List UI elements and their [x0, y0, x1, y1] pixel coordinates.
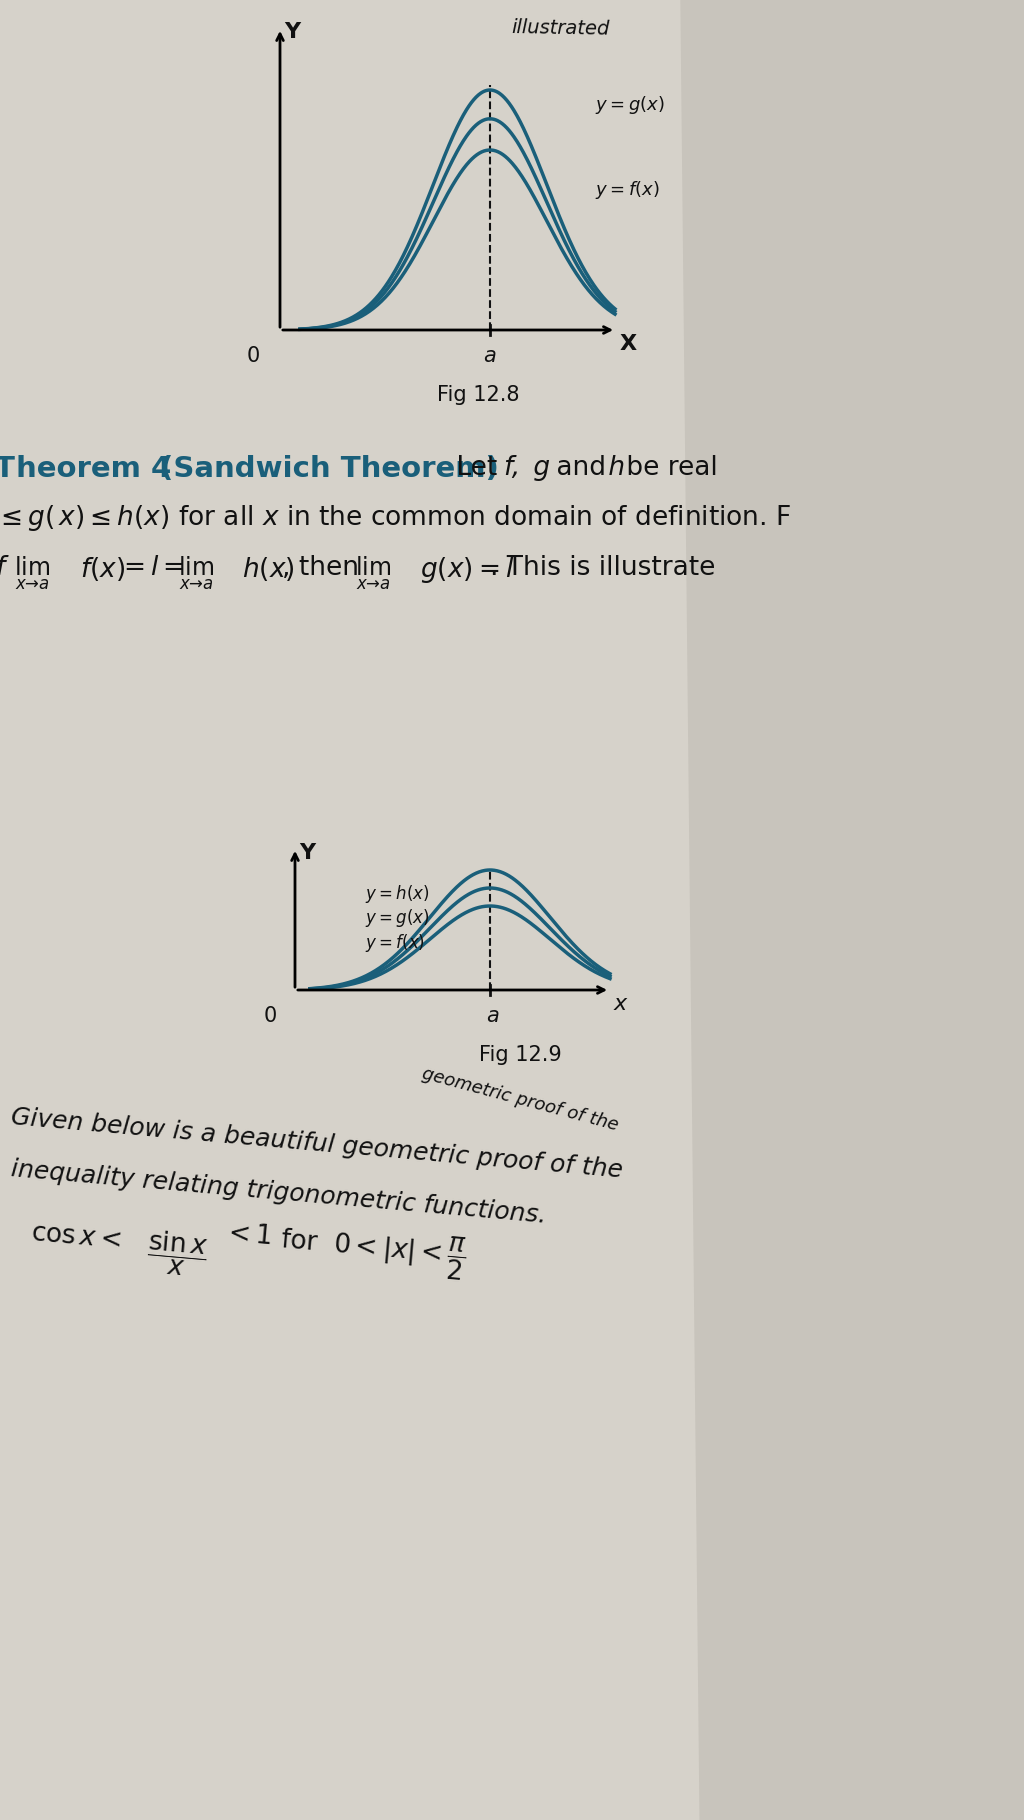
Text: Fig 12.9: Fig 12.9	[478, 1045, 561, 1065]
Text: x: x	[614, 994, 627, 1014]
Text: $\lim_{x \to a}$: $\lim_{x \to a}$	[178, 555, 214, 592]
Text: h: h	[600, 455, 625, 480]
Text: $\leq g(\,x) \leq h(x)$ for all $x$ in the common domain of definition. F: $\leq g(\,x) \leq h(x)$ for all $x$ in t…	[0, 502, 791, 533]
Text: Given below is a beautiful geometric proof of the: Given below is a beautiful geometric pro…	[10, 1105, 624, 1183]
Text: $= l =$: $= l =$	[118, 555, 184, 581]
Text: , then: , then	[282, 555, 359, 581]
Text: Let: Let	[449, 455, 506, 480]
Text: $y = g(x)$: $y = g(x)$	[365, 906, 430, 928]
Text: (Sandwich Theorem): (Sandwich Theorem)	[160, 455, 499, 482]
Text: $< 1$: $< 1$	[222, 1219, 272, 1250]
Text: $\dfrac{\sin x}{x}$: $\dfrac{\sin x}{x}$	[145, 1228, 209, 1279]
Text: a: a	[483, 346, 497, 366]
Text: heorem 4: heorem 4	[16, 455, 171, 482]
Text: and: and	[548, 455, 606, 480]
Text: $y = h(x)$: $y = h(x)$	[365, 883, 430, 905]
Text: $h(x)$: $h(x)$	[242, 555, 295, 582]
Text: geometric proof of the: geometric proof of the	[420, 1065, 621, 1136]
Text: $y =g(x)$: $y =g(x)$	[595, 95, 665, 116]
Text: $g(x) = l$: $g(x) = l$	[420, 555, 514, 584]
Text: 0: 0	[247, 346, 260, 366]
Text: 0: 0	[264, 1006, 278, 1026]
Text: inequality relating trigonometric functions.: inequality relating trigonometric functi…	[10, 1158, 547, 1228]
Text: $f(x)$: $f(x)$	[80, 555, 125, 582]
Text: $y =f(x)$: $y =f(x)$	[595, 178, 659, 200]
Text: for  $0 < |x| < \dfrac{\pi}{2}$: for $0 < |x| < \dfrac{\pi}{2}$	[278, 1219, 468, 1283]
Text: $\lim_{x \to a}$: $\lim_{x \to a}$	[14, 555, 50, 592]
Text: Y: Y	[284, 22, 300, 42]
Text: illustrated: illustrated	[511, 18, 610, 38]
Text: be real: be real	[618, 455, 718, 480]
Text: f,: f,	[503, 455, 520, 480]
Text: Fig 12.8: Fig 12.8	[437, 386, 519, 406]
Text: X: X	[620, 335, 637, 355]
Text: a: a	[486, 1006, 500, 1026]
Polygon shape	[0, 0, 700, 1820]
Text: $\lim_{x \to a}$: $\lim_{x \to a}$	[355, 555, 391, 592]
Text: f: f	[0, 555, 4, 581]
Text: g: g	[525, 455, 550, 480]
Text: . This is illustrate: . This is illustrate	[490, 555, 716, 581]
Text: T: T	[0, 455, 15, 482]
Text: Y: Y	[299, 843, 315, 863]
Text: $y = f(x)$: $y = f(x)$	[365, 932, 425, 954]
Text: $\cos x <$: $\cos x <$	[30, 1219, 123, 1254]
